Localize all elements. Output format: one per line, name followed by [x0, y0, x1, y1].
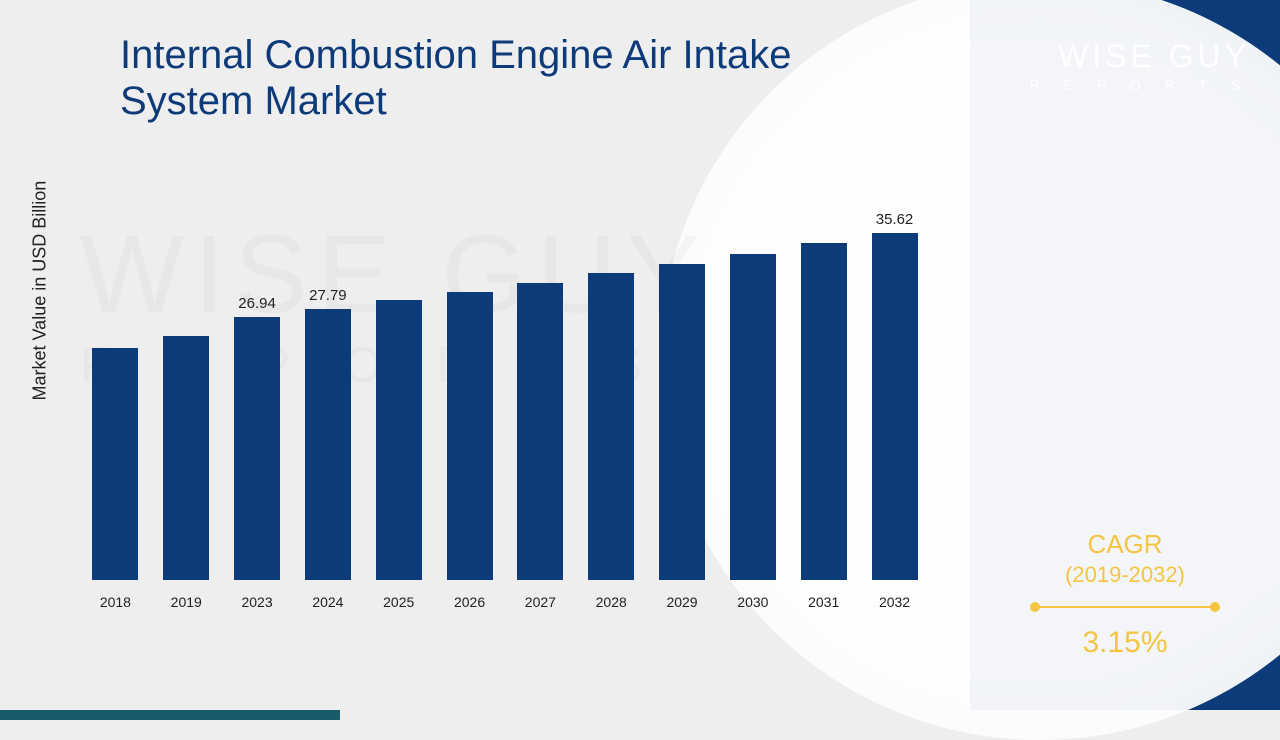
x-label: 2029 — [657, 594, 708, 610]
bar-wrap — [727, 254, 778, 580]
bar-wrap — [444, 292, 495, 580]
cagr-box: CAGR (2019-2032) 3.15% — [1015, 529, 1235, 660]
y-axis-label: Market Value in USD Billion — [30, 181, 51, 401]
bar-wrap: 27.79 — [302, 309, 353, 580]
x-label: 2025 — [373, 594, 424, 610]
bar: 27.79 — [305, 309, 351, 580]
bar-wrap — [586, 273, 637, 580]
logo-sub-text: R E P O R T S — [1030, 77, 1250, 93]
x-label: 2030 — [727, 594, 778, 610]
bar — [92, 348, 138, 580]
bar-wrap — [90, 348, 141, 580]
bar — [517, 283, 563, 580]
x-axis-labels: 2018 2019 2023 2024 2025 2026 2027 2028 2029 2030… — [90, 594, 920, 610]
cagr-title: CAGR — [1015, 529, 1235, 560]
x-label: 2018 — [90, 594, 141, 610]
bar: 35.62 — [872, 233, 918, 580]
bar-wrap: 35.62 — [869, 233, 920, 580]
bar-value-label: 26.94 — [238, 295, 276, 312]
bar-wrap — [657, 264, 708, 580]
cagr-value: 3.15% — [1015, 626, 1235, 660]
bar-wrap: 26.94 — [232, 317, 283, 580]
bars-group: 26.94 27.79 35.62 — [90, 190, 920, 580]
x-label: 2031 — [798, 594, 849, 610]
bar-wrap — [161, 336, 212, 580]
x-label: 2026 — [444, 594, 495, 610]
bar — [163, 336, 209, 580]
x-label: 2019 — [161, 594, 212, 610]
x-label: 2027 — [515, 594, 566, 610]
bar — [376, 300, 422, 580]
x-label: 2032 — [869, 594, 920, 610]
x-label: 2028 — [586, 594, 637, 610]
bar-chart: Market Value in USD Billion 26.9427.7935… — [50, 190, 920, 610]
bar — [447, 292, 493, 580]
logo: WISE GUY R E P O R T S — [1030, 38, 1250, 93]
bar: 26.94 — [234, 317, 280, 580]
bar — [730, 254, 776, 580]
cagr-period: (2019-2032) — [1015, 562, 1235, 588]
logo-main-text: WISE GUY — [1030, 38, 1250, 75]
bar-wrap — [798, 243, 849, 580]
bottom-accent-bar — [0, 710, 340, 720]
bar-value-label: 35.62 — [876, 211, 914, 228]
x-label: 2024 — [302, 594, 353, 610]
x-label: 2023 — [232, 594, 283, 610]
bar — [801, 243, 847, 580]
chart-title: Internal Combustion Engine Air Intake Sy… — [120, 32, 820, 124]
bar-wrap — [373, 300, 424, 580]
bar — [659, 264, 705, 580]
bar-value-label: 27.79 — [309, 287, 347, 304]
bar-wrap — [515, 283, 566, 580]
bar — [588, 273, 634, 580]
cagr-divider — [1035, 606, 1215, 608]
